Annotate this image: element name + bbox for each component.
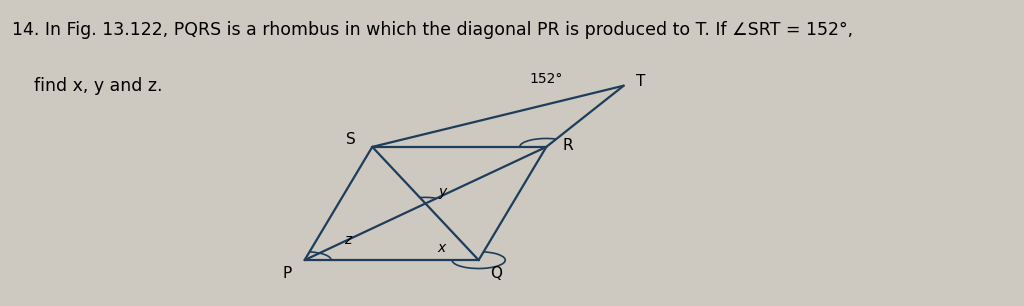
- Text: Q: Q: [490, 266, 502, 282]
- Text: x: x: [438, 241, 446, 255]
- Text: S: S: [346, 132, 356, 147]
- Text: 152°: 152°: [529, 72, 563, 86]
- Text: z: z: [344, 233, 351, 247]
- Text: 14. In Fig. 13.122, PQRS is a rhombus in which the diagonal PR is produced to T.: 14. In Fig. 13.122, PQRS is a rhombus in…: [11, 21, 853, 39]
- Text: R: R: [562, 138, 572, 153]
- Text: find x, y and z.: find x, y and z.: [11, 76, 162, 95]
- Text: P: P: [283, 266, 292, 282]
- Text: T: T: [636, 73, 646, 89]
- Text: y: y: [438, 185, 447, 199]
